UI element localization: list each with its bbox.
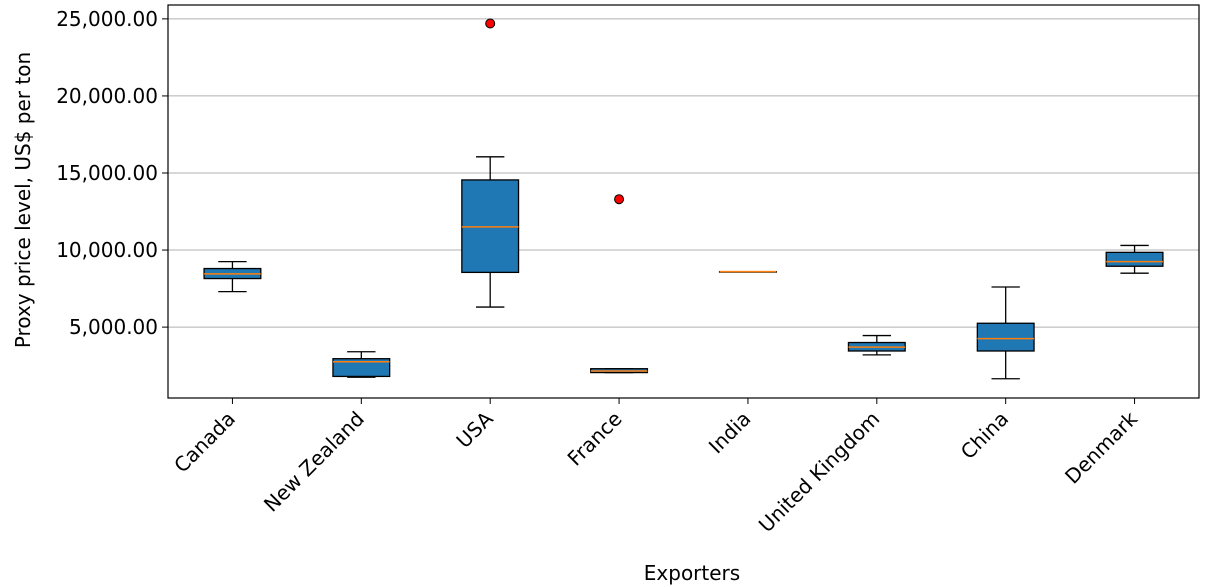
- plot-frame: [167, 4, 1200, 399]
- y-tick-label: 25,000.00: [56, 7, 158, 31]
- y-tick-label: 10,000.00: [56, 238, 158, 262]
- x-tick-label: USA: [451, 406, 497, 452]
- iqr-box: [1105, 251, 1164, 267]
- y-axis-label: Proxy price level, US$ per ton: [11, 52, 35, 348]
- x-tick-label: Denmark: [1060, 406, 1142, 488]
- y-axis: 5,000.00 10,000.00 15,000.00 20,000.00 25,00…: [56, 7, 168, 339]
- grid-lines: [168, 18, 1199, 328]
- box-united-kingdom: [847, 334, 906, 356]
- boxes: [203, 18, 1164, 380]
- outlier-point: [614, 194, 625, 205]
- x-tick-label: United Kingdom: [754, 407, 884, 537]
- y-tick-label: 5,000.00: [69, 315, 158, 339]
- box-new-zealand: [332, 351, 391, 378]
- box-canada: [203, 260, 262, 293]
- x-tick-label: New Zealand: [259, 407, 369, 517]
- iqr-box: [976, 322, 1035, 352]
- y-tick-label: 20,000.00: [56, 84, 158, 108]
- x-tick-label: Canada: [169, 407, 240, 478]
- box-usa: [461, 18, 520, 308]
- y-tick-label: 15,000.00: [56, 161, 158, 185]
- x-tick-label: India: [704, 407, 756, 459]
- iqr-box: [461, 179, 520, 274]
- box-india: [718, 270, 777, 273]
- iqr-box: [332, 358, 391, 378]
- x-tick-label: China: [956, 407, 1013, 464]
- x-tick-label: France: [563, 407, 627, 471]
- box-denmark: [1105, 244, 1164, 274]
- x-axis-label: Exporters: [644, 561, 740, 585]
- box-china: [976, 286, 1035, 380]
- outlier-point: [485, 18, 496, 29]
- box-france: [590, 194, 649, 374]
